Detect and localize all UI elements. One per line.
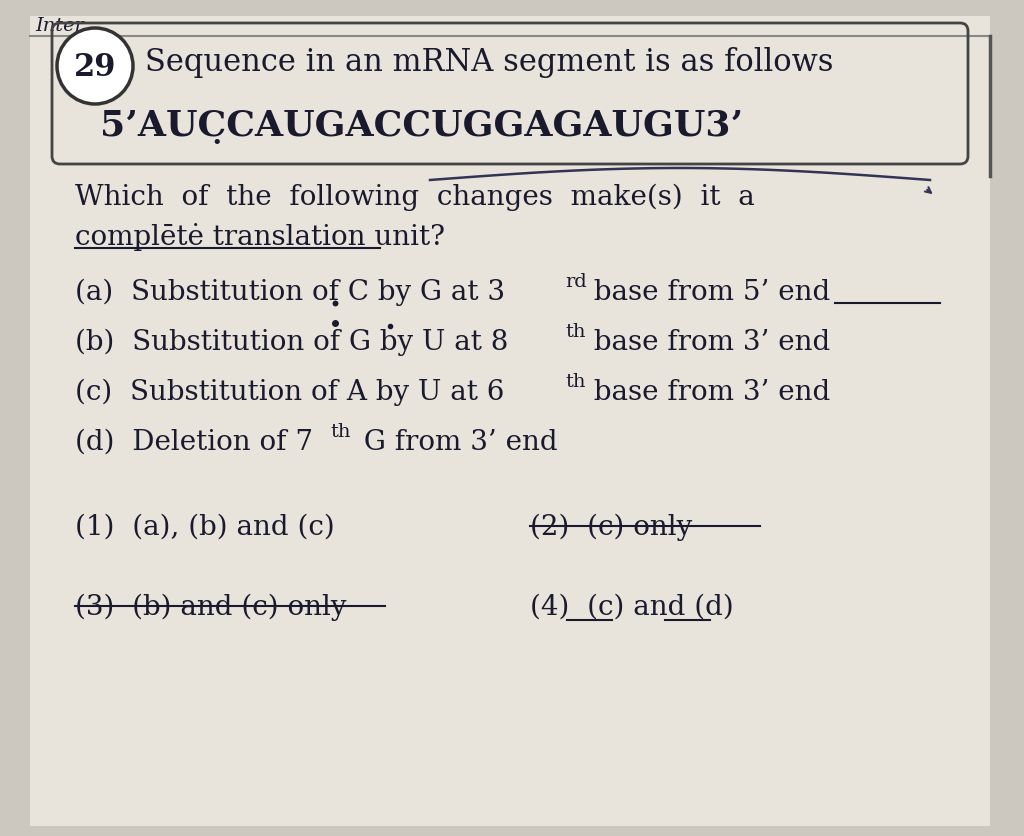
Text: (2)  (c) only: (2) (c) only [530, 512, 692, 540]
Text: Sequence in an mRNA segment is as follows: Sequence in an mRNA segment is as follow… [145, 47, 834, 78]
Text: th: th [565, 373, 586, 390]
Text: base from 5’ end: base from 5’ end [585, 278, 830, 305]
Text: rd: rd [565, 273, 587, 291]
Text: complētė translation unit?: complētė translation unit? [75, 222, 445, 251]
Circle shape [57, 29, 133, 104]
FancyBboxPatch shape [30, 17, 990, 826]
Text: base from 3’ end: base from 3’ end [585, 328, 830, 355]
Text: th: th [330, 422, 350, 441]
Text: (1)  (a), (b) and (c): (1) (a), (b) and (c) [75, 513, 335, 540]
Text: Which  of  the  following  changes  make(s)  it  a: Which of the following changes make(s) i… [75, 183, 755, 211]
Text: (3)  (b) and (c) only: (3) (b) and (c) only [75, 593, 346, 620]
Text: base from 3’ end: base from 3’ end [585, 378, 830, 405]
Text: (d)  Deletion of 7: (d) Deletion of 7 [75, 428, 313, 455]
Text: Inter: Inter [35, 17, 84, 35]
Text: (a)  Substitution of C by G at 3: (a) Substitution of C by G at 3 [75, 278, 505, 305]
Text: 29: 29 [74, 52, 116, 83]
Text: (4)  (c) and (d): (4) (c) and (d) [530, 593, 734, 619]
Text: G from 3’ end: G from 3’ end [355, 428, 558, 455]
Text: (b)  Substitution of G by U at 8: (b) Substitution of G by U at 8 [75, 328, 508, 355]
Text: th: th [565, 323, 586, 340]
Text: (c)  Substitution of A by U at 6: (c) Substitution of A by U at 6 [75, 378, 505, 405]
Text: 5’AUC̣CAUGACCUGGAGAUGU3’: 5’AUC̣CAUGACCUGGAGAUGU3’ [100, 110, 743, 144]
